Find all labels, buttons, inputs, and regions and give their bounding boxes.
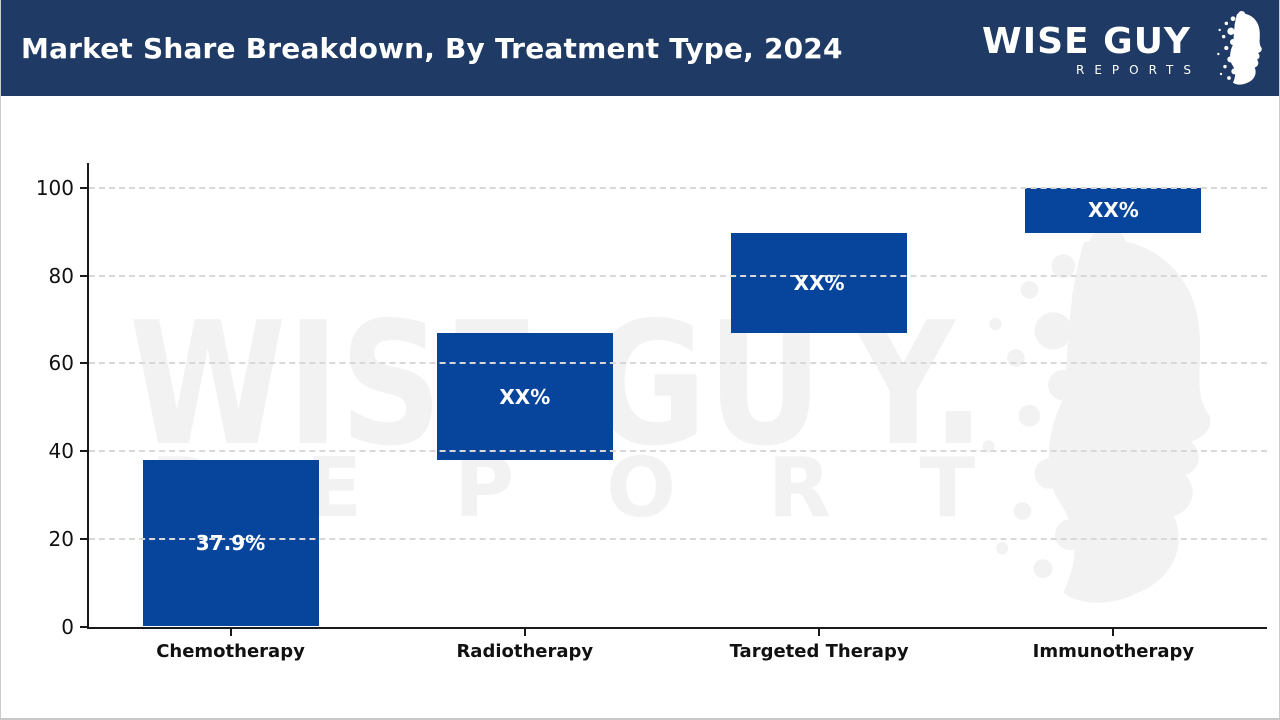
- gridlines-layer: [1, 96, 1279, 718]
- gridline-80: [89, 274, 1267, 277]
- y-tick-40: [80, 450, 88, 453]
- bar-value-label: 37.9%: [195, 531, 266, 556]
- gridline-60: [89, 362, 1267, 365]
- y-tick-60: [80, 362, 88, 365]
- y-tick-20: [80, 537, 88, 540]
- y-tick-label-60: 60: [48, 351, 74, 376]
- header-bar: Market Share Breakdown, By Treatment Typ…: [1, 0, 1279, 96]
- y-tick-label-40: 40: [48, 439, 74, 464]
- bar-immunotherapy: [1025, 188, 1202, 233]
- gridline-20: [89, 537, 1267, 540]
- chart-area: WISE GU Y. REPORTS 0 20 40 60 80 100 37.9% Chemo…: [1, 96, 1279, 718]
- category-label-radiotherapy: Radiotherapy: [456, 640, 594, 662]
- category-label-targeted-therapy: Targeted Therapy: [729, 640, 909, 662]
- page-title: Market Share Breakdown, By Treatment Typ…: [21, 31, 843, 65]
- x-tick-1: [523, 627, 526, 636]
- bar-targeted-therapy: [731, 232, 908, 333]
- gridline-40: [89, 450, 1267, 453]
- y-tick-100: [80, 187, 88, 189]
- x-tick-3: [1112, 627, 1115, 636]
- y-tick-80: [80, 274, 88, 277]
- wiseguy-logo: WISE GUY REPORTS: [982, 8, 1263, 92]
- y-tick-label-0: 0: [61, 614, 74, 639]
- y-tick-label-100: 100: [35, 176, 74, 200]
- axes-layer: [1, 96, 1279, 718]
- bar-radiotherapy: [436, 332, 613, 461]
- bars-layer: [1, 96, 1279, 718]
- category-label-immunotherapy: Immunotherapy: [1032, 640, 1195, 662]
- labels-layer: 0 20 40 60 80 100 37.9% Chemotherapy XX% Radiothe…: [1, 96, 1279, 718]
- logo-text: WISE GUY REPORTS: [982, 23, 1191, 77]
- gridline-100: [89, 187, 1267, 189]
- bar-chemotherapy: [142, 460, 319, 627]
- x-tick-0: [229, 627, 232, 636]
- logo-name: WISE GUY: [981, 21, 1191, 63]
- y-axis-line: [87, 163, 89, 629]
- bar-value-label: XX%: [1087, 198, 1139, 223]
- category-label-chemotherapy: Chemotherapy: [156, 640, 305, 662]
- logo-subname: REPORTS: [1075, 62, 1201, 77]
- y-tick-0: [80, 625, 88, 628]
- logo-head-icon: [1217, 11, 1262, 85]
- y-tick-label-80: 80: [48, 263, 74, 288]
- x-axis-line: [87, 626, 1267, 629]
- y-tick-label-20: 20: [48, 526, 74, 551]
- x-tick-2: [818, 627, 821, 636]
- bar-value-label: XX%: [499, 384, 551, 409]
- bar-value-label: XX%: [793, 270, 845, 295]
